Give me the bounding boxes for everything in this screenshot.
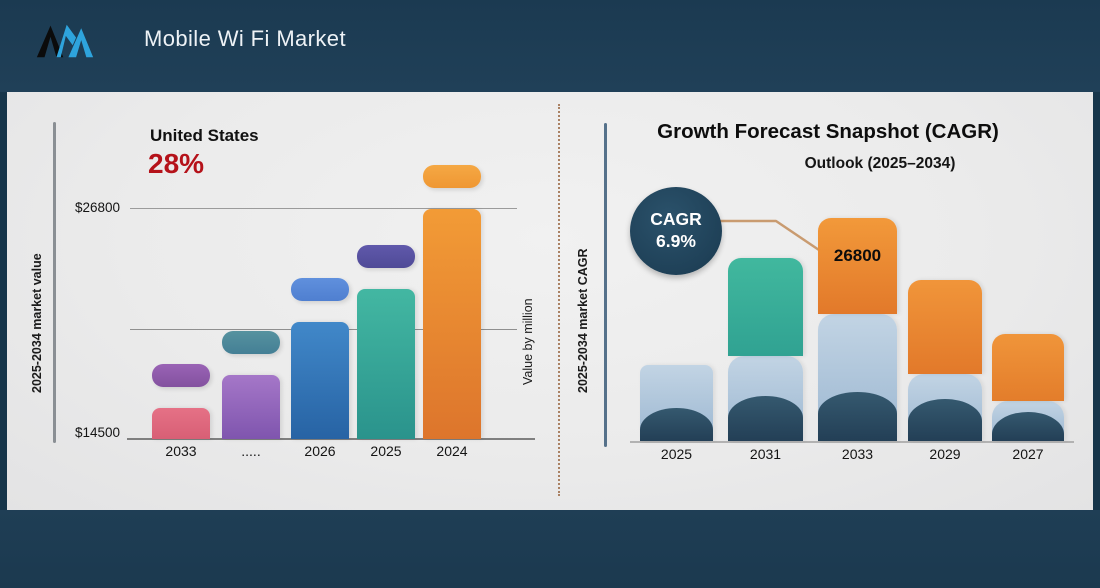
x-axis-label-2025: 2025 <box>660 446 693 462</box>
bar-base-2025 <box>640 408 713 441</box>
x-axis-label-2031: 2031 <box>749 446 782 462</box>
x-axis-label-2033: 2033 <box>841 446 874 462</box>
panel-divider <box>558 104 560 496</box>
right-x-axis <box>630 441 1074 443</box>
bar-base-2027 <box>992 412 1064 441</box>
right-chart-subtitle: Outlook (2025–2034) <box>804 155 956 172</box>
footer: @ All Market Analysis Snapshot GlobalMob… <box>0 510 1100 588</box>
bar-base-2029 <box>908 399 982 441</box>
ytick-26800: $26800 <box>74 200 120 215</box>
cagr-badge-value: 6.9% <box>656 231 696 251</box>
left-y-axis-label: 2025-2034 market value <box>30 253 44 393</box>
bar-cap-2024 <box>423 165 481 188</box>
right-y-axis-label: 2025-2034 market CAGR <box>576 248 590 393</box>
bar-cap-2025 <box>357 245 415 268</box>
cagr-badge-label: CAGR <box>650 209 702 230</box>
page-title: Mobile Wi Fi Market <box>144 26 346 51</box>
gridline-26800 <box>130 208 517 210</box>
right-chart-title: Growth Forecast Snapshot (CAGR) <box>657 120 999 143</box>
x-axis-label-.....: ..... <box>241 443 261 459</box>
bar-top-2027 <box>992 334 1064 401</box>
value-by-million-label: Value by million <box>521 298 535 385</box>
bar-top-2031 <box>728 258 803 356</box>
bar-2024 <box>423 209 481 439</box>
left-chart-title: United States <box>150 126 259 145</box>
bar-top-2029 <box>908 280 982 374</box>
cagr-badge: CAGR 6.9% <box>630 187 722 275</box>
left-x-axis <box>127 438 535 440</box>
left-chart-highlight: 28% <box>148 148 205 179</box>
x-axis-label-2026: 2026 <box>304 443 336 459</box>
bar-cap-..... <box>222 331 280 354</box>
bar-top-2033 <box>818 218 897 314</box>
bar-value-label-2033: 26800 <box>833 246 882 265</box>
bar-2026 <box>291 322 349 439</box>
x-axis-label-2033: 2033 <box>165 443 197 459</box>
ama-logo-icon <box>36 24 94 58</box>
bar-..... <box>222 375 280 439</box>
bar-2025 <box>357 289 415 439</box>
ytick-14500: $14500 <box>74 425 120 440</box>
x-axis-label-2027: 2027 <box>1012 446 1044 462</box>
bar-2033 <box>152 408 210 439</box>
x-axis-label-2029: 2029 <box>929 446 961 462</box>
x-axis-label-2024: 2024 <box>436 443 468 459</box>
bar-base-2031 <box>728 396 803 441</box>
bar-base-2033 <box>818 392 897 441</box>
bar-cap-2033 <box>152 364 210 387</box>
left-y-axis <box>53 122 56 443</box>
header: Mobile Wi Fi Market <box>0 0 1100 92</box>
bar-cap-2026 <box>291 278 349 301</box>
x-axis-label-2025: 2025 <box>370 443 402 459</box>
right-y-axis <box>604 123 607 447</box>
